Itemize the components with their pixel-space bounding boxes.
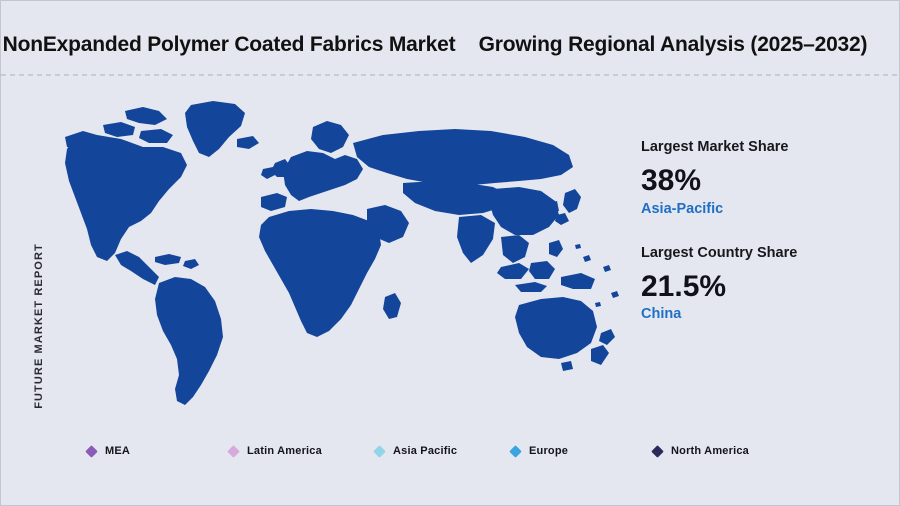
- legend-item-latin-america[interactable]: Latin America: [227, 444, 322, 458]
- map-landmasses: [65, 101, 619, 405]
- region-korea: [549, 201, 559, 213]
- stat-region: China: [641, 306, 682, 322]
- region-tasmania: [561, 361, 573, 371]
- region-greenland: [185, 101, 245, 157]
- legend-marker-diamond-icon: [373, 444, 386, 458]
- legend-label: Europe: [529, 445, 569, 457]
- region-canada-arctic: [125, 107, 167, 125]
- stat-region: Asia-Pacific: [641, 200, 724, 217]
- region-iceland: [237, 136, 259, 149]
- page-title: NonExpanded Polymer Coated Fabrics Marke…: [1, 33, 899, 73]
- region-indonesia-sumatra: [497, 263, 529, 279]
- region-alaska: [65, 131, 97, 149]
- region-europe: [283, 151, 363, 201]
- region-japan-south: [555, 213, 569, 225]
- world-map: [63, 97, 625, 417]
- watermark-brand: FUTURE MARKET REPORT: [27, 231, 51, 421]
- title-divider: [1, 74, 899, 76]
- region-scandinavia: [311, 121, 349, 153]
- region-arctic-isle-a: [103, 122, 135, 137]
- region-africa: [259, 209, 381, 337]
- region-iberia: [261, 193, 287, 211]
- legend-item-asia-pacific[interactable]: Asia Pacific: [373, 444, 458, 458]
- region-caribbean: [155, 254, 181, 265]
- region-central-asia: [403, 181, 509, 215]
- legend-item-europe[interactable]: Europe: [509, 444, 569, 458]
- region-indonesia-java: [515, 282, 547, 292]
- region-middle-east: [367, 205, 409, 243]
- legend-item-mea[interactable]: MEA: [85, 444, 131, 458]
- region-ireland: [261, 167, 275, 179]
- region-new-guinea: [561, 273, 595, 289]
- region-arctic-isle-b: [139, 129, 173, 143]
- legend-label: Latin America: [247, 445, 322, 457]
- region-madagascar: [383, 293, 401, 319]
- region-new-zealand-south: [591, 345, 609, 365]
- region-russia: [353, 129, 573, 185]
- region-philippines: [549, 240, 563, 257]
- watermark-label: FUTURE MARKET REPORT: [33, 243, 46, 409]
- stat-value: 38%: [641, 164, 702, 197]
- legend-marker-diamond-icon: [651, 444, 664, 458]
- statistics-panel: Largest Market Share 38% Asia-Pacific La…: [641, 139, 891, 350]
- legend-marker-diamond-icon: [227, 444, 240, 458]
- region-caribbean-isle: [183, 259, 199, 269]
- title-secondary-text: Growing Regional Analysis (2025–2032): [478, 33, 868, 56]
- stat-value: 21.5%: [641, 269, 727, 303]
- stat-label: Largest Country Share: [641, 244, 798, 261]
- region-north-america: [65, 135, 187, 261]
- map-legend: MEA Latin America Asia Pacific Europe No…: [85, 444, 787, 469]
- stat-block-market-share: Largest Market Share 38% Asia-Pacific: [641, 139, 891, 217]
- region-south-america: [155, 277, 223, 405]
- region-central-america: [115, 251, 159, 285]
- region-japan: [563, 189, 581, 213]
- legend-marker-diamond-icon: [509, 444, 522, 458]
- region-new-zealand-north: [599, 329, 615, 345]
- legend-marker-diamond-icon: [85, 444, 98, 458]
- region-australia: [515, 297, 597, 359]
- legend-item-north-america[interactable]: North America: [651, 444, 749, 458]
- region-british-isles: [271, 159, 291, 177]
- world-map-svg: [65, 101, 619, 405]
- region-indonesia-borneo: [529, 261, 555, 279]
- legend-label: MEA: [105, 445, 131, 457]
- stat-label: Largest Market Share: [641, 139, 789, 155]
- region-pacific-islands: [575, 244, 619, 307]
- title-primary-text: NonExpanded Polymer Coated Fabrics Marke…: [2, 33, 456, 56]
- legend-label: Asia Pacific: [393, 445, 458, 457]
- stat-block-country-share: Largest Country Share 21.5% China: [641, 245, 891, 323]
- legend-label: North America: [671, 445, 749, 457]
- region-east-asia: [489, 187, 559, 235]
- region-southeast-asia: [501, 235, 529, 263]
- region-india: [457, 215, 495, 263]
